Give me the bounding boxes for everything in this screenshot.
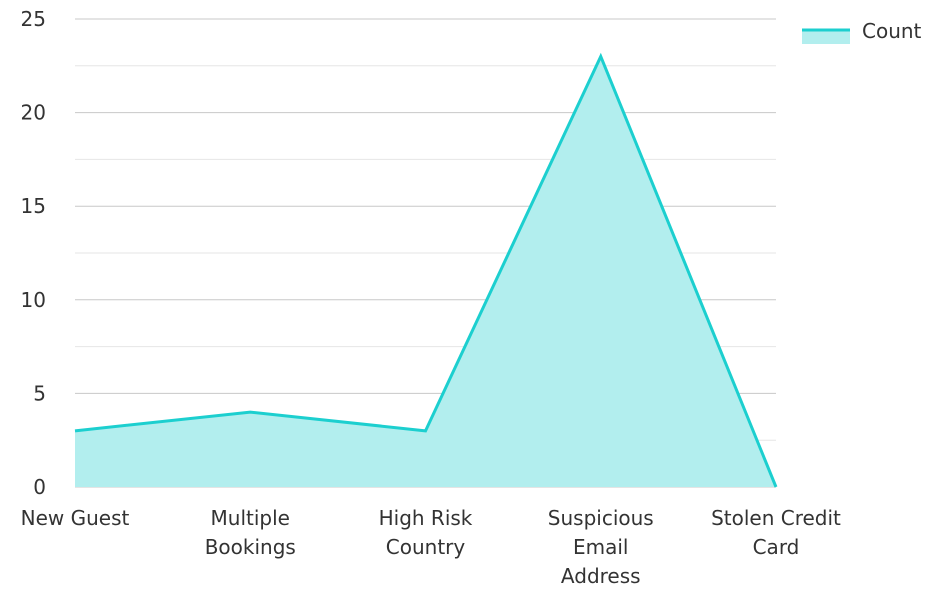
- x-category-label-line: Multiple: [211, 506, 290, 530]
- x-category-label-line: New Guest: [21, 506, 130, 530]
- legend[interactable]: Count: [802, 19, 922, 44]
- x-category-label-line: Stolen Credit: [711, 506, 841, 530]
- x-category-label: High Risk Country: [379, 506, 473, 559]
- x-category-label-line: Email: [573, 535, 629, 559]
- series-area-group: [75, 56, 776, 487]
- x-category-label-line: Country: [386, 535, 466, 559]
- y-tick-label: 15: [21, 194, 46, 218]
- y-axis-tick-labels: 0 5 10 15 20 25: [21, 7, 46, 499]
- y-tick-label: 0: [33, 475, 46, 499]
- x-category-label-line: Suspicious: [548, 506, 654, 530]
- y-tick-label: 5: [33, 381, 46, 405]
- legend-swatch-fill: [802, 30, 850, 44]
- x-category-label-line: Address: [561, 564, 641, 588]
- x-category-label: Multiple Bookings: [205, 506, 296, 559]
- x-category-label: New Guest: [21, 506, 130, 530]
- x-category-label: Stolen Credit Card: [711, 506, 841, 559]
- x-category-label-line: Bookings: [205, 535, 296, 559]
- y-tick-label: 25: [21, 7, 46, 31]
- y-tick-label: 20: [21, 101, 46, 125]
- series-area-count: [75, 56, 776, 487]
- y-tick-label: 10: [21, 288, 46, 312]
- x-category-label: Suspicious Email Address: [548, 506, 654, 588]
- x-axis-tick-labels: New Guest Multiple Bookings High Risk Countr…: [21, 506, 841, 588]
- x-category-label-line: Card: [753, 535, 800, 559]
- x-category-label-line: High Risk: [379, 506, 473, 530]
- legend-label-count: Count: [862, 19, 922, 43]
